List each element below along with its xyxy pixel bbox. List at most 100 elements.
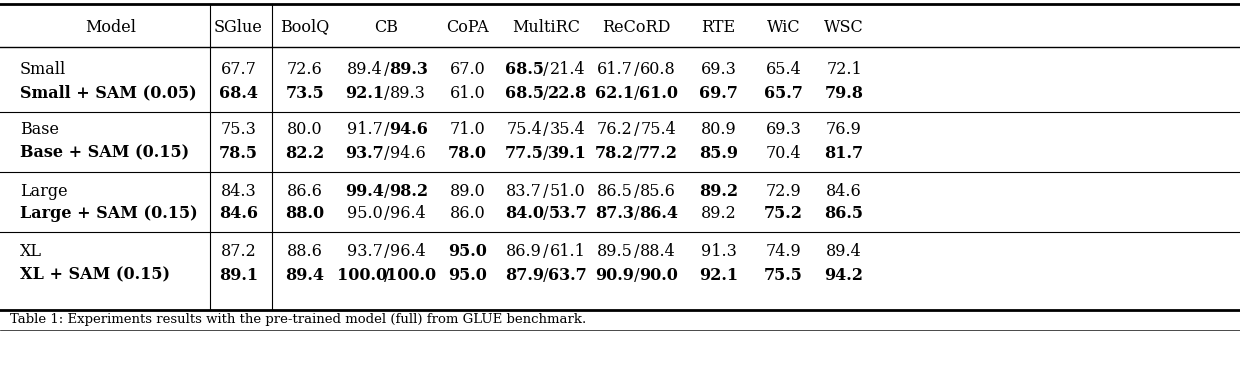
Text: 86.5: 86.5 bbox=[825, 205, 863, 223]
Text: /: / bbox=[378, 243, 394, 261]
Text: /: / bbox=[378, 61, 394, 78]
Text: 91.3: 91.3 bbox=[701, 243, 737, 261]
Text: 89.1: 89.1 bbox=[219, 266, 258, 284]
Text: SGlue: SGlue bbox=[215, 19, 263, 36]
Text: 84.0: 84.0 bbox=[505, 205, 544, 223]
Text: 51.0: 51.0 bbox=[549, 183, 585, 199]
Text: XL: XL bbox=[20, 243, 42, 261]
Text: Base + SAM (0.15): Base + SAM (0.15) bbox=[20, 145, 190, 161]
Text: 94.6: 94.6 bbox=[391, 145, 427, 161]
Text: 80.9: 80.9 bbox=[701, 122, 737, 138]
Text: 81.7: 81.7 bbox=[825, 145, 863, 161]
Text: /: / bbox=[378, 183, 394, 199]
Text: 80.0: 80.0 bbox=[288, 122, 322, 138]
Text: ReCoRD: ReCoRD bbox=[603, 19, 671, 36]
Text: 61.1: 61.1 bbox=[549, 243, 585, 261]
Text: 53.7: 53.7 bbox=[548, 205, 587, 223]
Text: 89.4: 89.4 bbox=[347, 61, 383, 78]
Text: /: / bbox=[538, 183, 554, 199]
Text: 90.0: 90.0 bbox=[639, 266, 677, 284]
Text: /: / bbox=[629, 122, 645, 138]
Text: 35.4: 35.4 bbox=[549, 122, 585, 138]
Text: Model: Model bbox=[86, 19, 136, 36]
Text: 89.0: 89.0 bbox=[450, 183, 485, 199]
Text: 100.0: 100.0 bbox=[336, 266, 387, 284]
Text: CB: CB bbox=[374, 19, 398, 36]
Text: /: / bbox=[538, 266, 554, 284]
Text: WSC: WSC bbox=[825, 19, 864, 36]
Text: XL + SAM (0.15): XL + SAM (0.15) bbox=[20, 266, 170, 284]
Text: 94.2: 94.2 bbox=[825, 266, 863, 284]
Text: 75.5: 75.5 bbox=[764, 266, 804, 284]
Text: 72.6: 72.6 bbox=[288, 61, 322, 78]
Text: 89.2: 89.2 bbox=[701, 205, 737, 223]
Text: 68.5: 68.5 bbox=[505, 85, 544, 101]
Text: /: / bbox=[629, 61, 645, 78]
Text: WiC: WiC bbox=[766, 19, 800, 36]
Text: 88.4: 88.4 bbox=[640, 243, 676, 261]
Text: 93.7: 93.7 bbox=[347, 243, 383, 261]
Text: 74.9: 74.9 bbox=[765, 243, 801, 261]
Text: 89.4: 89.4 bbox=[826, 243, 862, 261]
Text: 89.3: 89.3 bbox=[391, 85, 427, 101]
Text: 85.6: 85.6 bbox=[640, 183, 676, 199]
Text: 61.0: 61.0 bbox=[639, 85, 678, 101]
Text: 21.4: 21.4 bbox=[549, 61, 585, 78]
Text: 68.4: 68.4 bbox=[219, 85, 258, 101]
Text: /: / bbox=[629, 266, 645, 284]
Text: 95.0: 95.0 bbox=[347, 205, 383, 223]
Text: /: / bbox=[538, 145, 554, 161]
Text: 84.3: 84.3 bbox=[221, 183, 257, 199]
Text: /: / bbox=[378, 145, 394, 161]
Text: 65.4: 65.4 bbox=[765, 61, 801, 78]
Text: /: / bbox=[378, 205, 394, 223]
Text: 75.4: 75.4 bbox=[506, 122, 542, 138]
Text: 69.7: 69.7 bbox=[699, 85, 738, 101]
Text: 88.0: 88.0 bbox=[285, 205, 325, 223]
Text: 89.5: 89.5 bbox=[596, 243, 632, 261]
Text: 93.7: 93.7 bbox=[346, 145, 384, 161]
Text: 60.8: 60.8 bbox=[640, 61, 676, 78]
Text: 79.8: 79.8 bbox=[825, 85, 863, 101]
Text: 68.5: 68.5 bbox=[505, 61, 544, 78]
Text: 92.1: 92.1 bbox=[345, 85, 384, 101]
Text: 95.0: 95.0 bbox=[448, 243, 487, 261]
Text: Base: Base bbox=[20, 122, 60, 138]
Text: 92.1: 92.1 bbox=[699, 266, 738, 284]
Text: /: / bbox=[538, 85, 554, 101]
Text: Large: Large bbox=[20, 183, 68, 199]
Text: 71.0: 71.0 bbox=[450, 122, 485, 138]
Text: 95.0: 95.0 bbox=[448, 266, 487, 284]
Text: Large + SAM (0.15): Large + SAM (0.15) bbox=[20, 205, 197, 223]
Text: Small + SAM (0.05): Small + SAM (0.05) bbox=[20, 85, 197, 101]
Text: 90.9: 90.9 bbox=[595, 266, 634, 284]
Text: CoPA: CoPA bbox=[446, 19, 489, 36]
Text: 63.7: 63.7 bbox=[548, 266, 587, 284]
Text: BoolQ: BoolQ bbox=[280, 19, 330, 36]
Text: 94.6: 94.6 bbox=[389, 122, 428, 138]
Text: 88.6: 88.6 bbox=[288, 243, 322, 261]
Text: 89.2: 89.2 bbox=[699, 183, 738, 199]
Text: 75.2: 75.2 bbox=[764, 205, 804, 223]
Text: /: / bbox=[378, 266, 394, 284]
Text: 77.2: 77.2 bbox=[639, 145, 678, 161]
Text: 84.6: 84.6 bbox=[826, 183, 862, 199]
Text: 67.7: 67.7 bbox=[221, 61, 257, 78]
Text: 73.5: 73.5 bbox=[285, 85, 325, 101]
Text: /: / bbox=[629, 85, 645, 101]
Text: RTE: RTE bbox=[702, 19, 735, 36]
Text: /: / bbox=[538, 205, 554, 223]
Text: 98.2: 98.2 bbox=[388, 183, 428, 199]
Text: 86.5: 86.5 bbox=[596, 183, 632, 199]
Text: 69.3: 69.3 bbox=[701, 61, 737, 78]
Text: /: / bbox=[538, 122, 554, 138]
Text: /: / bbox=[538, 61, 554, 78]
Text: /: / bbox=[378, 122, 394, 138]
Text: 72.1: 72.1 bbox=[826, 61, 862, 78]
Text: 61.0: 61.0 bbox=[450, 85, 485, 101]
Text: 76.9: 76.9 bbox=[826, 122, 862, 138]
Text: 62.1: 62.1 bbox=[595, 85, 635, 101]
Text: /: / bbox=[538, 243, 554, 261]
Text: 87.9: 87.9 bbox=[505, 266, 544, 284]
Text: 86.0: 86.0 bbox=[450, 205, 485, 223]
